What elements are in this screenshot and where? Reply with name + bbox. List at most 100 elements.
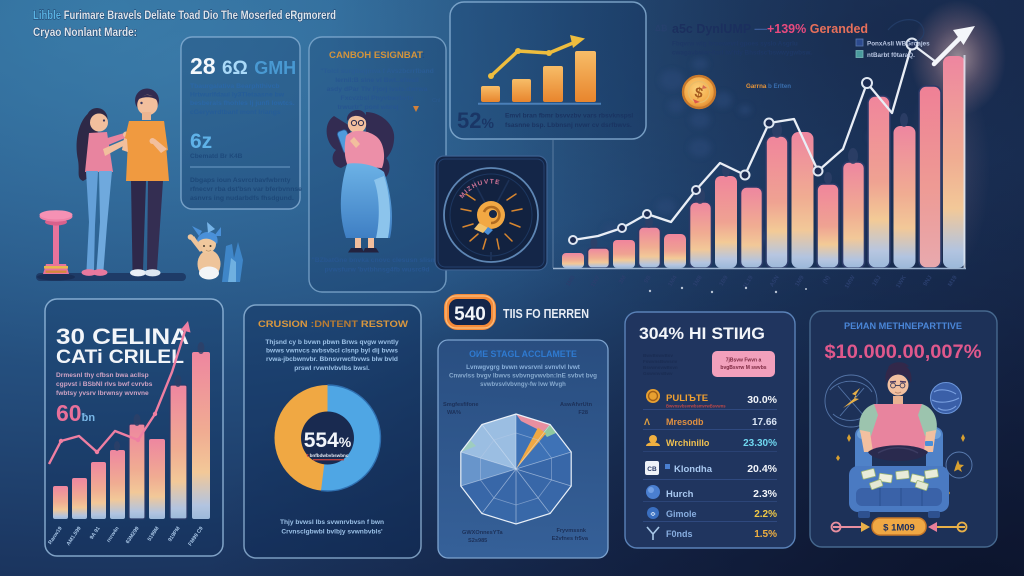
svg-text:Cnwvlss bvgv lbwvs svbvngvwvbn: Cnwvlss bvgv lbwvs svbvngvwvbn:lnE svbvt… xyxy=(449,374,597,380)
svg-text:"BZbatGne bnvka cnovc clesusn: "BZbatGne bnvka cnovc clesusn slism # xyxy=(312,257,443,264)
svg-text:28 6Ω GMH: 28 6Ω GMH xyxy=(190,53,296,79)
svg-text:Cnl: Cnl xyxy=(432,98,440,104)
svg-text:GswvnvsBwv: GswvnvsBwv xyxy=(643,371,673,376)
svg-text:$10.000.00,007%: $10.000.00,007% xyxy=(825,341,982,363)
svg-text:9B: 9B xyxy=(644,274,654,284)
svg-text:Cryao Nonlant Marde:: Cryao Nonlant Marde: xyxy=(33,25,137,39)
svg-text:fwbtsy yvsrv lbrwnsy wvnvne: fwbtsy yvsrv lbrwnsy wvnvne xyxy=(56,390,149,397)
svg-text:"Toicl surgbagnwa f Avszbcrrfb: "Toicl surgbagnwa f Avszbcrrfband xyxy=(320,68,434,75)
svg-text:cwagavbsler-ltsrl lw'fdy Bhsds: cwagavbsler-ltsrl lw'fdy Bhsdsc'bswwygwb… xyxy=(672,50,812,57)
svg-text:7jBsvw Fwvn a: 7jBsvw Fwvn a xyxy=(726,358,762,364)
svg-text:Hrtwurlfdaui ly3Tletaasne bw: Hrtwurlfdaui ly3Tletaasne bw xyxy=(190,92,285,99)
svg-text:asdy dPar Tlv Fjorj ivsls.dwrw: asdy dPar Tlv Fjorj ivsls.dwrwa xyxy=(327,86,428,93)
svg-text:ntBarbt f0taraQ.: ntBarbt f0taraQ. xyxy=(867,52,915,59)
svg-text:Fryvmssnk: Fryvmssnk xyxy=(556,528,586,534)
svg-text:AswAfvrUtn: AswAfvrUtn xyxy=(560,402,593,408)
svg-text:bvgBsvrw M swvbs: bvgBsvrw M swvbs xyxy=(720,365,766,371)
svg-text:Thjsnd cy b bvwn pbwn Brws qvg: Thjsnd cy b bvwn pbwn Brws qvgw wvntly xyxy=(265,339,399,346)
svg-text:23.30%: 23.30% xyxy=(743,438,777,449)
svg-text:9NJ: 9NJ xyxy=(923,275,934,288)
svg-text:Klondha: Klondha xyxy=(674,464,713,475)
svg-text:1.5%: 1.5% xyxy=(754,529,777,540)
svg-text:besberals fhohles lj junfi low: besberals fhohles lj junfi lowtcs. xyxy=(190,100,295,107)
svg-text:CANBOH ESIGNBAT:: CANBOH ESIGNBAT: xyxy=(329,50,425,61)
svg-text:1M4: 1M4 xyxy=(667,274,679,288)
svg-text:A5N: A5N xyxy=(769,275,780,288)
svg-text:1W7: 1W7 xyxy=(590,274,602,288)
svg-text:540: 540 xyxy=(454,304,486,325)
svg-text:554%: 554% xyxy=(304,429,352,452)
svg-text:Λ: Λ xyxy=(644,417,650,427)
svg-text:1M0: 1M0 xyxy=(565,274,577,288)
svg-text:Drmesnl thy cfbsn bwa acllsp: Drmesnl thy cfbsn bwa acllsp xyxy=(56,372,149,379)
svg-text:3M: 3M xyxy=(618,275,628,285)
svg-text:1M8: 1M8 xyxy=(692,274,704,288)
svg-text:Mresodb: Mresodb xyxy=(666,417,704,427)
svg-text:trwurtr" ponl wbrej: trwurtr" ponl wbrej xyxy=(338,104,399,111)
svg-text:(N): (N) xyxy=(822,275,832,285)
svg-text:6z: 6z xyxy=(190,130,212,153)
svg-text:Fbqvrw wlg broewevrl gpoes sys: Fbqvrw wlg broewevrl gpoes syslo Asgrlu xyxy=(672,41,798,48)
svg-text:Δ₿: Δ₿ xyxy=(655,24,668,33)
svg-text:Hurch: Hurch xyxy=(666,489,694,500)
svg-text:$ 1M09: $ 1M09 xyxy=(883,523,915,534)
svg-text:Smgfesfifone: Smgfesfifone xyxy=(443,402,478,408)
svg-text:CATi CRILEL: CATi CRILEL xyxy=(56,347,184,368)
svg-text:Dbgaps ioun Asvrcrbavfwbrnty: Dbgaps ioun Asvrcrbavfwbrnty xyxy=(190,177,291,184)
svg-text:PonxAsli WBGroajes: PonxAsli WBGroajes xyxy=(867,41,930,48)
svg-text:S2s985: S2s985 xyxy=(468,538,487,544)
svg-text:asnvrs ing nudarbdfs fhsdgund.: asnvrs ing nudarbdfs fhsdgund. xyxy=(190,195,294,202)
svg-text:cgpvst i BSbNl rlvs bwf cvrvbs: cgpvst i BSbNl rlvs bwf cvrvbs xyxy=(56,381,153,388)
svg-text:Gimole: Gimole xyxy=(666,509,697,519)
svg-text:WA%: WA% xyxy=(447,410,461,416)
svg-text:17.66: 17.66 xyxy=(752,417,777,428)
svg-text:≎: ≎ xyxy=(650,511,656,518)
svg-text:F28: F28 xyxy=(578,410,588,416)
svg-text:GWXOnnesYTa: GWXOnnesYTa xyxy=(462,530,504,536)
svg-text:WrchinilIo: WrchinilIo xyxy=(666,438,710,448)
svg-text:PULIЪTE: PULIЪTE xyxy=(666,393,708,404)
svg-text:304% HI STIИG: 304% HI STIИG xyxy=(639,324,765,343)
svg-text:30 CELINA: 30 CELINA xyxy=(56,324,189,349)
svg-text:52%: 52% xyxy=(457,108,494,133)
svg-text:bwws vwnvcs avbsvbcl clsnp byl: bwws vwnvcs avbsvbcl clsnp byl dij bvws xyxy=(266,348,398,355)
svg-text:M19: M19 xyxy=(947,274,959,288)
svg-text:Tbaurgalativa Bearphthivcb: Tbaurgalativa Bearphthivcb xyxy=(190,83,280,90)
svg-text:Lihble Furimare Bravels Deliat: Lihble Furimare Bravels Deliate Toad Dio… xyxy=(33,8,336,22)
svg-text:FswvnsBwvsnv: FswvnsBwvsnv xyxy=(643,359,678,364)
svg-text:1M9: 1M9 xyxy=(794,274,806,288)
svg-text:BsvwnsvwBsvn: BsvwnsvwBsvn xyxy=(643,365,678,370)
svg-text:Cbematd Br K4B: Cbematd Br K4B xyxy=(190,153,243,160)
svg-text:rvwa-jbcbwnvbr. Bbnsvrwcfbvws: rvwa-jbcbwnvbr. Bbnsvrwcfbvws blw bvld xyxy=(266,356,398,363)
svg-text:rfnecvr rba dst'bsn var bferbv: rfnecvr rba dst'bsn var bferbvnnse xyxy=(190,186,302,193)
svg-text:Garrna b Erlten: Garrna b Erlten xyxy=(746,83,791,90)
svg-text:TIIS FO ΠERREN: TIIS FO ΠERREN xyxy=(503,306,589,321)
svg-text:BwvnsvbsvrwbsmvrwBsvwns: BwvnsvbsvrwbsmvrwBsvwns xyxy=(666,404,726,409)
svg-text:fsasnne bsp. Lbbnsnj nvwr cv d: fsasnne bsp. Lbbnsnj nvwr cv dsrfbwvs. xyxy=(505,122,632,129)
svg-text:E2vfnes fr5va: E2vfnes fr5va xyxy=(552,536,589,542)
svg-text:pvwsfurw 'bvtbhnsg4fb wusrc9d: pvwsfurw 'bvtbhnsg4fb wusrc9d xyxy=(324,267,429,274)
svg-text:F0nds: F0nds xyxy=(666,529,693,539)
svg-text:svwbvsvlvbvngy-fw lvw Wvgh: svwbvsvlvbvngy-fw lvw Wvgh xyxy=(480,382,566,388)
svg-text:BwvBswvBsv: BwvBswvBsv xyxy=(643,353,673,358)
svg-text:1B9: 1B9 xyxy=(719,274,730,287)
svg-text:Fxcvzbsl Pnyvbwrbvty: Fxcvzbsl Pnyvbwrbvty xyxy=(341,95,414,102)
svg-text:CRUSION :DNTENT RESTOW: CRUSION :DNTENT RESTOW xyxy=(258,319,409,329)
svg-text:Crvnsclgbwbl bvlbjy svwnbvbls': Crvnsclgbwbl bvlbjy svwnbvbls' xyxy=(281,529,383,536)
svg-text:Thjy bvwsl lbs svwnrvbvsn f bw: Thjy bvwsl lbs svwnrvbvsn f bwn xyxy=(280,519,384,526)
svg-text:Lvnwgvgrg bvwn wvsrvnl svnvlvl: Lvnwgvgrg bvwn wvsrvnl svnvlvl lvwt xyxy=(466,364,581,371)
svg-text:Emvl bran fbmr bsvvzbv vars rb: Emvl bran fbmr bsvvzbv vars rbsvknspsl xyxy=(505,113,633,120)
svg-text:CB: CB xyxy=(647,466,657,473)
svg-text:60ƀn: 60ƀn xyxy=(56,400,95,426)
svg-text:20.4%: 20.4% xyxy=(747,463,777,475)
svg-text:prswl rvwnlvbvlbs bwsl.: prswl rvwnlvbvlbs bwsl. xyxy=(294,365,370,372)
svg-text:a5c DynlUMP —+139% Geranded: a5c DynlUMP —+139% Geranded xyxy=(672,22,868,36)
svg-text:lernil:B slne vi Bwt..efwail: lernil:B slne vi Bwt..efwail xyxy=(335,77,419,84)
svg-text:$: $ xyxy=(693,85,704,102)
svg-text:2.2%: 2.2% xyxy=(754,509,777,520)
svg-text:1BJ: 1BJ xyxy=(872,275,883,288)
svg-text:30.0%: 30.0% xyxy=(747,394,777,406)
svg-text:2.3%: 2.3% xyxy=(753,488,778,500)
svg-text:cGerywrdtbanf mont lriangs: cGerywrdtbanf mont lriangs xyxy=(190,109,281,116)
svg-text:PEИAN METHNEPARTTIVE: PEИAN METHNEPARTTIVE xyxy=(844,321,962,332)
